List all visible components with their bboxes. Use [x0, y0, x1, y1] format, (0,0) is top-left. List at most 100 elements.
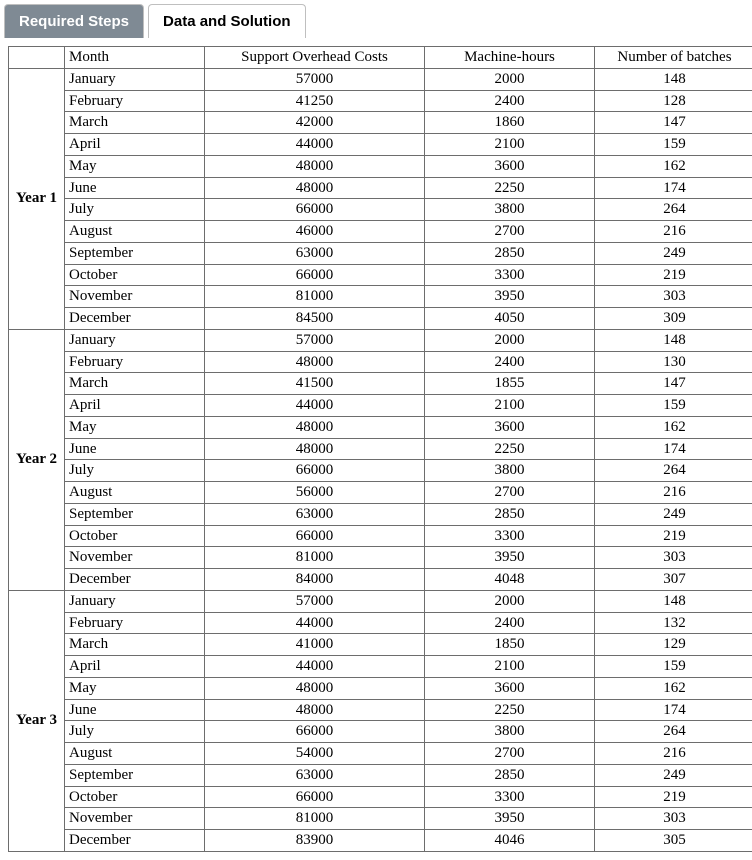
cell-month: December	[65, 308, 205, 330]
cell-number-of-batches: 159	[595, 656, 752, 678]
cell-month: February	[65, 612, 205, 634]
cell-cost: 81000	[205, 547, 425, 569]
cell-number-of-batches: 264	[595, 199, 752, 221]
cell-cost: 56000	[205, 482, 425, 504]
cell-month: October	[65, 264, 205, 286]
cell-cost: 42000	[205, 112, 425, 134]
table-row: November810003950303	[9, 286, 752, 308]
cell-machine-hours: 3800	[425, 199, 595, 221]
cell-number-of-batches: 249	[595, 764, 752, 786]
cell-cost: 57000	[205, 68, 425, 90]
cell-machine-hours: 3300	[425, 525, 595, 547]
cell-machine-hours: 3800	[425, 721, 595, 743]
cell-cost: 63000	[205, 764, 425, 786]
cell-month: October	[65, 525, 205, 547]
cell-machine-hours: 4048	[425, 569, 595, 591]
table-row: July660003800264	[9, 721, 752, 743]
cell-machine-hours: 2700	[425, 221, 595, 243]
cell-number-of-batches: 148	[595, 590, 752, 612]
header-cost: Support Overhead Costs	[205, 47, 425, 69]
cell-cost: 84500	[205, 308, 425, 330]
cell-machine-hours: 3600	[425, 677, 595, 699]
cell-number-of-batches: 249	[595, 503, 752, 525]
header-number-of-batches: Number of batches	[595, 47, 752, 69]
tab-data-and-solution[interactable]: Data and Solution	[148, 4, 306, 38]
cell-number-of-batches: 148	[595, 68, 752, 90]
table-row: March410001850129	[9, 634, 752, 656]
cell-machine-hours: 2850	[425, 764, 595, 786]
cell-month: July	[65, 460, 205, 482]
cell-number-of-batches: 303	[595, 808, 752, 830]
cell-cost: 66000	[205, 264, 425, 286]
table-row: June480002250174	[9, 438, 752, 460]
cell-cost: 48000	[205, 438, 425, 460]
overhead-cost-table: Month Support Overhead Costs Machine-hou…	[8, 46, 752, 852]
cell-cost: 41500	[205, 373, 425, 395]
cell-month: June	[65, 438, 205, 460]
cell-cost: 44000	[205, 395, 425, 417]
cell-number-of-batches: 307	[595, 569, 752, 591]
cell-machine-hours: 2400	[425, 351, 595, 373]
year-group-label: Year 2	[9, 329, 65, 590]
table-row: July660003800264	[9, 199, 752, 221]
table-row: April440002100159	[9, 134, 752, 156]
cell-number-of-batches: 264	[595, 721, 752, 743]
cell-machine-hours: 3950	[425, 808, 595, 830]
cell-machine-hours: 1850	[425, 634, 595, 656]
tab-bar: Required Steps Data and Solution	[0, 0, 752, 38]
cell-number-of-batches: 249	[595, 242, 752, 264]
table-row: February412502400128	[9, 90, 752, 112]
table-row: August460002700216	[9, 221, 752, 243]
cell-cost: 81000	[205, 808, 425, 830]
cell-number-of-batches: 162	[595, 416, 752, 438]
table-row: August560002700216	[9, 482, 752, 504]
cell-month: April	[65, 656, 205, 678]
table-row: December840004048307	[9, 569, 752, 591]
cell-number-of-batches: 147	[595, 373, 752, 395]
cell-cost: 66000	[205, 786, 425, 808]
cell-number-of-batches: 130	[595, 351, 752, 373]
cell-number-of-batches: 162	[595, 677, 752, 699]
table-row: December845004050309	[9, 308, 752, 330]
cell-machine-hours: 2000	[425, 329, 595, 351]
cell-machine-hours: 2100	[425, 395, 595, 417]
cell-number-of-batches: 219	[595, 264, 752, 286]
header-month: Month	[65, 47, 205, 69]
tab-required-steps[interactable]: Required Steps	[4, 4, 144, 38]
cell-month: May	[65, 416, 205, 438]
header-year-blank	[9, 47, 65, 69]
table-row: Year 1January570002000148	[9, 68, 752, 90]
table-row: August540002700216	[9, 743, 752, 765]
cell-machine-hours: 2100	[425, 134, 595, 156]
cell-cost: 66000	[205, 199, 425, 221]
cell-month: September	[65, 242, 205, 264]
cell-month: August	[65, 221, 205, 243]
cell-number-of-batches: 174	[595, 699, 752, 721]
cell-cost: 48000	[205, 155, 425, 177]
cell-cost: 44000	[205, 612, 425, 634]
cell-month: August	[65, 482, 205, 504]
cell-machine-hours: 3300	[425, 786, 595, 808]
cell-cost: 57000	[205, 329, 425, 351]
cell-number-of-batches: 303	[595, 547, 752, 569]
cell-machine-hours: 2000	[425, 68, 595, 90]
cell-month: November	[65, 286, 205, 308]
cell-machine-hours: 4050	[425, 308, 595, 330]
cell-machine-hours: 2000	[425, 590, 595, 612]
cell-machine-hours: 4046	[425, 830, 595, 852]
cell-machine-hours: 3600	[425, 416, 595, 438]
cell-month: November	[65, 808, 205, 830]
table-row: May480003600162	[9, 416, 752, 438]
cell-cost: 66000	[205, 721, 425, 743]
cell-number-of-batches: 216	[595, 482, 752, 504]
cell-number-of-batches: 129	[595, 634, 752, 656]
cell-number-of-batches: 174	[595, 438, 752, 460]
cell-machine-hours: 2100	[425, 656, 595, 678]
cell-machine-hours: 3950	[425, 286, 595, 308]
cell-month: April	[65, 134, 205, 156]
table-row: May480003600162	[9, 677, 752, 699]
cell-cost: 63000	[205, 503, 425, 525]
cell-number-of-batches: 264	[595, 460, 752, 482]
table-row: October660003300219	[9, 264, 752, 286]
cell-machine-hours: 3950	[425, 547, 595, 569]
